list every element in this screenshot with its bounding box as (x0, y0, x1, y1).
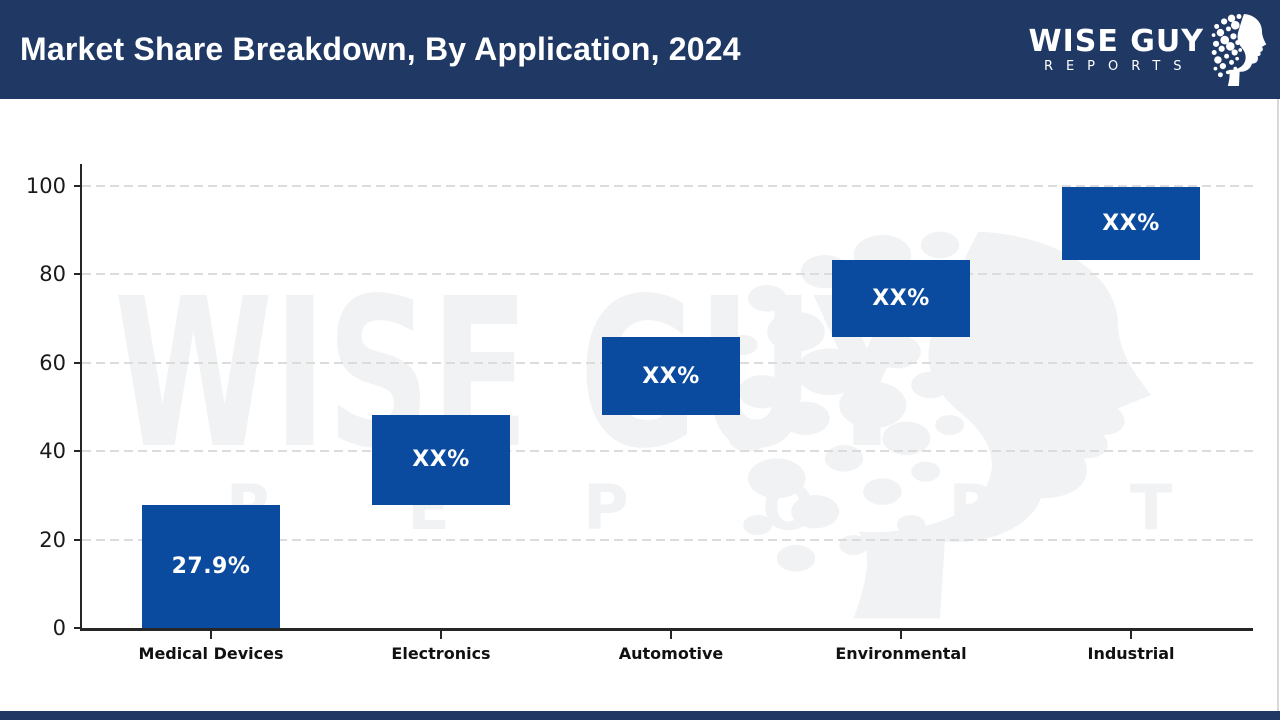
y-tick-label-100: 100 (25, 174, 66, 198)
x-tick-mark-medical-devices (210, 631, 212, 639)
right-edge-divider (1277, 99, 1279, 712)
bar-medical-devices: 27.9% (142, 504, 280, 628)
bar-environmental: XX% (832, 259, 970, 338)
watermark-text: WISE GUY (114, 254, 920, 494)
bar-automotive: XX% (602, 337, 740, 415)
plot-area: 0 20 40 60 80 100 27.9% Medical Devices XX% Elect… (0, 99, 1280, 711)
gridline-100 (82, 185, 1253, 187)
y-tick-mark-0 (74, 627, 82, 629)
dotted-head-icon (1208, 7, 1270, 93)
wise-guy-reports-logo: WISE GUY REPORTS (1028, 7, 1270, 93)
y-tick-mark-80 (74, 273, 82, 276)
y-tick-label-0: 0 (52, 616, 66, 640)
x-tick-mark-environmental (900, 631, 902, 639)
bar-value-label-environmental: XX% (872, 285, 930, 311)
x-tick-mark-automotive (670, 631, 672, 639)
y-tick-mark-100 (74, 185, 82, 187)
x-tick-mark-electronics (440, 631, 442, 639)
report-header: Market Share Breakdown, By Application, … (0, 0, 1280, 99)
y-tick-label-20: 20 (39, 527, 66, 552)
y-tick-label-60: 60 (39, 350, 66, 375)
bar-industrial: XX% (1062, 186, 1200, 260)
bar-value-label-industrial: XX% (1102, 210, 1160, 236)
y-tick-label-80: 80 (39, 262, 66, 287)
gridline-20 (82, 538, 1253, 541)
y-tick-mark-40 (74, 450, 82, 453)
y-tick-label-40: 40 (39, 439, 66, 464)
y-tick-mark-60 (74, 361, 82, 364)
x-tick-label-medical-devices: Medical Devices (138, 644, 284, 663)
gridline-40 (82, 450, 1253, 453)
bar-value-label-electronics: XX% (412, 447, 470, 473)
bar-electronics: XX% (372, 415, 510, 505)
y-axis-line (80, 164, 82, 630)
footer-bar (0, 711, 1280, 720)
x-axis-line (80, 628, 1253, 631)
bar-value-label-medical-devices: 27.9% (171, 553, 251, 579)
x-tick-label-electronics: Electronics (391, 644, 491, 663)
chart-canvas: WISE GUY R E P O R T S 02040608010027.9%… (0, 99, 1280, 711)
x-tick-mark-industrial (1130, 631, 1132, 639)
y-tick-mark-20 (74, 538, 82, 541)
x-tick-label-environmental: Environmental (835, 644, 967, 663)
logo-name: WISE GUY (1028, 23, 1204, 59)
x-tick-label-automotive: Automotive (618, 644, 724, 663)
gridline-80 (82, 273, 1253, 276)
logo-text: WISE GUY REPORTS (1028, 23, 1204, 74)
x-tick-label-industrial: Industrial (1087, 644, 1175, 663)
bar-value-label-automotive: XX% (642, 363, 700, 389)
chart-title: Market Share Breakdown, By Application, … (20, 31, 741, 67)
logo-subtitle: REPORTS (1043, 58, 1195, 74)
